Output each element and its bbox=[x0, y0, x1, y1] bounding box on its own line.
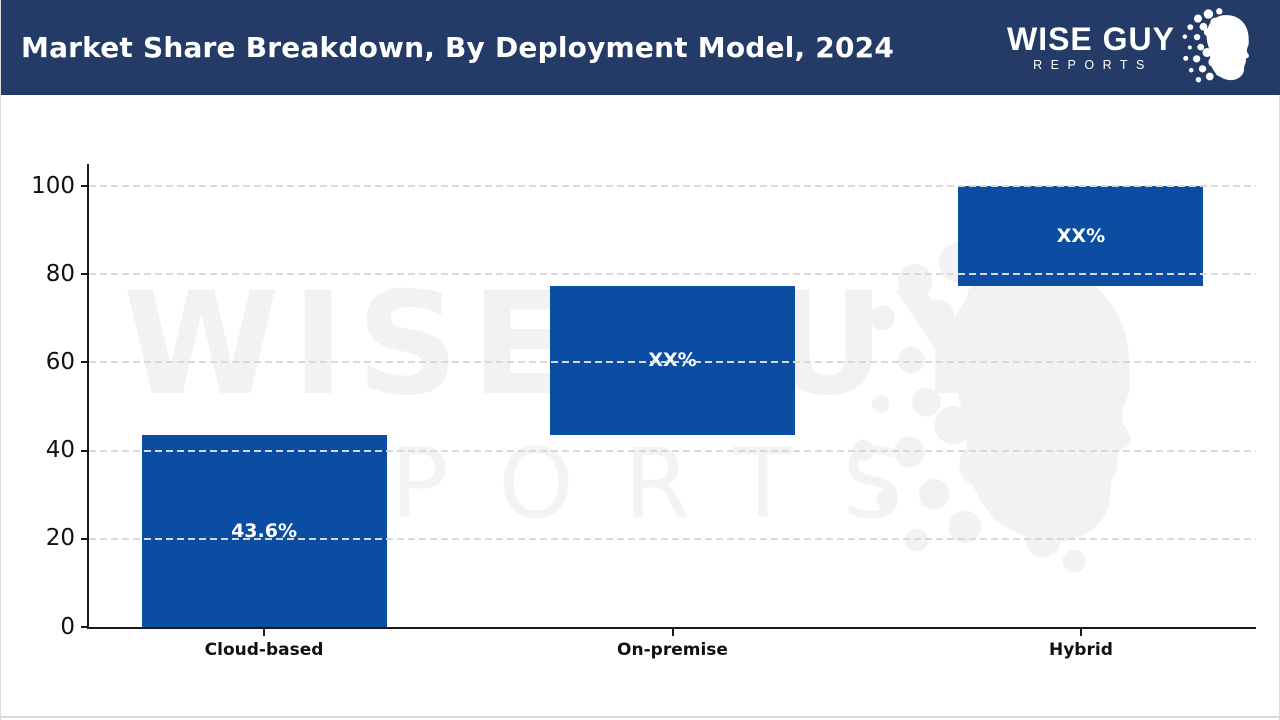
y-tick-label: 60 bbox=[45, 348, 75, 375]
gridline-20 bbox=[89, 537, 1256, 540]
y-tick-label: 20 bbox=[45, 525, 75, 552]
logo-face-icon bbox=[1182, 7, 1249, 82]
y-axis-line bbox=[87, 164, 89, 629]
y-tick bbox=[81, 361, 89, 364]
x-tick-label: Hybrid bbox=[1049, 640, 1113, 660]
x-tick-label: Cloud-based bbox=[204, 640, 324, 660]
bar-value-label: XX% bbox=[1056, 224, 1106, 247]
logo-text: WISE GUY REPORTS bbox=[1006, 20, 1175, 73]
bar-on-premise: XX% bbox=[550, 285, 795, 435]
bar-value-label: XX% bbox=[648, 349, 697, 372]
bottom-divider bbox=[1, 716, 1280, 718]
y-tick bbox=[81, 185, 89, 188]
x-axis-line bbox=[87, 627, 1256, 629]
bar-hybrid: XX% bbox=[958, 186, 1204, 286]
x-tick bbox=[671, 628, 674, 636]
x-tick bbox=[263, 628, 266, 636]
bar-cloud-based: 43.6% bbox=[141, 434, 387, 627]
y-tick bbox=[81, 449, 89, 452]
logo-wordmark: WISE GUY bbox=[1006, 20, 1175, 57]
x-tick-label: On-premise bbox=[617, 640, 728, 660]
bar-value-label: 43.6% bbox=[231, 519, 297, 542]
y-tick-label: 100 bbox=[31, 172, 75, 199]
gridline-40 bbox=[89, 449, 1256, 452]
gridline-60 bbox=[89, 361, 1256, 364]
y-tick-label: 0 bbox=[60, 613, 75, 640]
brand-logo: WISE GUY REPORTS bbox=[1007, 5, 1263, 91]
gridline-80 bbox=[89, 273, 1256, 276]
y-tick bbox=[81, 273, 89, 276]
y-tick bbox=[81, 537, 89, 540]
page-title: Market Share Breakdown, By Deployment Mo… bbox=[21, 31, 895, 64]
gridline-100 bbox=[89, 185, 1256, 188]
logo-subtext: REPORTS bbox=[1033, 58, 1153, 73]
header: Market Share Breakdown, By Deployment Mo… bbox=[1, 0, 1280, 95]
y-tick bbox=[81, 626, 89, 628]
y-tick-label: 40 bbox=[45, 437, 75, 464]
y-tick-label: 80 bbox=[45, 260, 75, 287]
x-tick bbox=[1079, 628, 1082, 636]
